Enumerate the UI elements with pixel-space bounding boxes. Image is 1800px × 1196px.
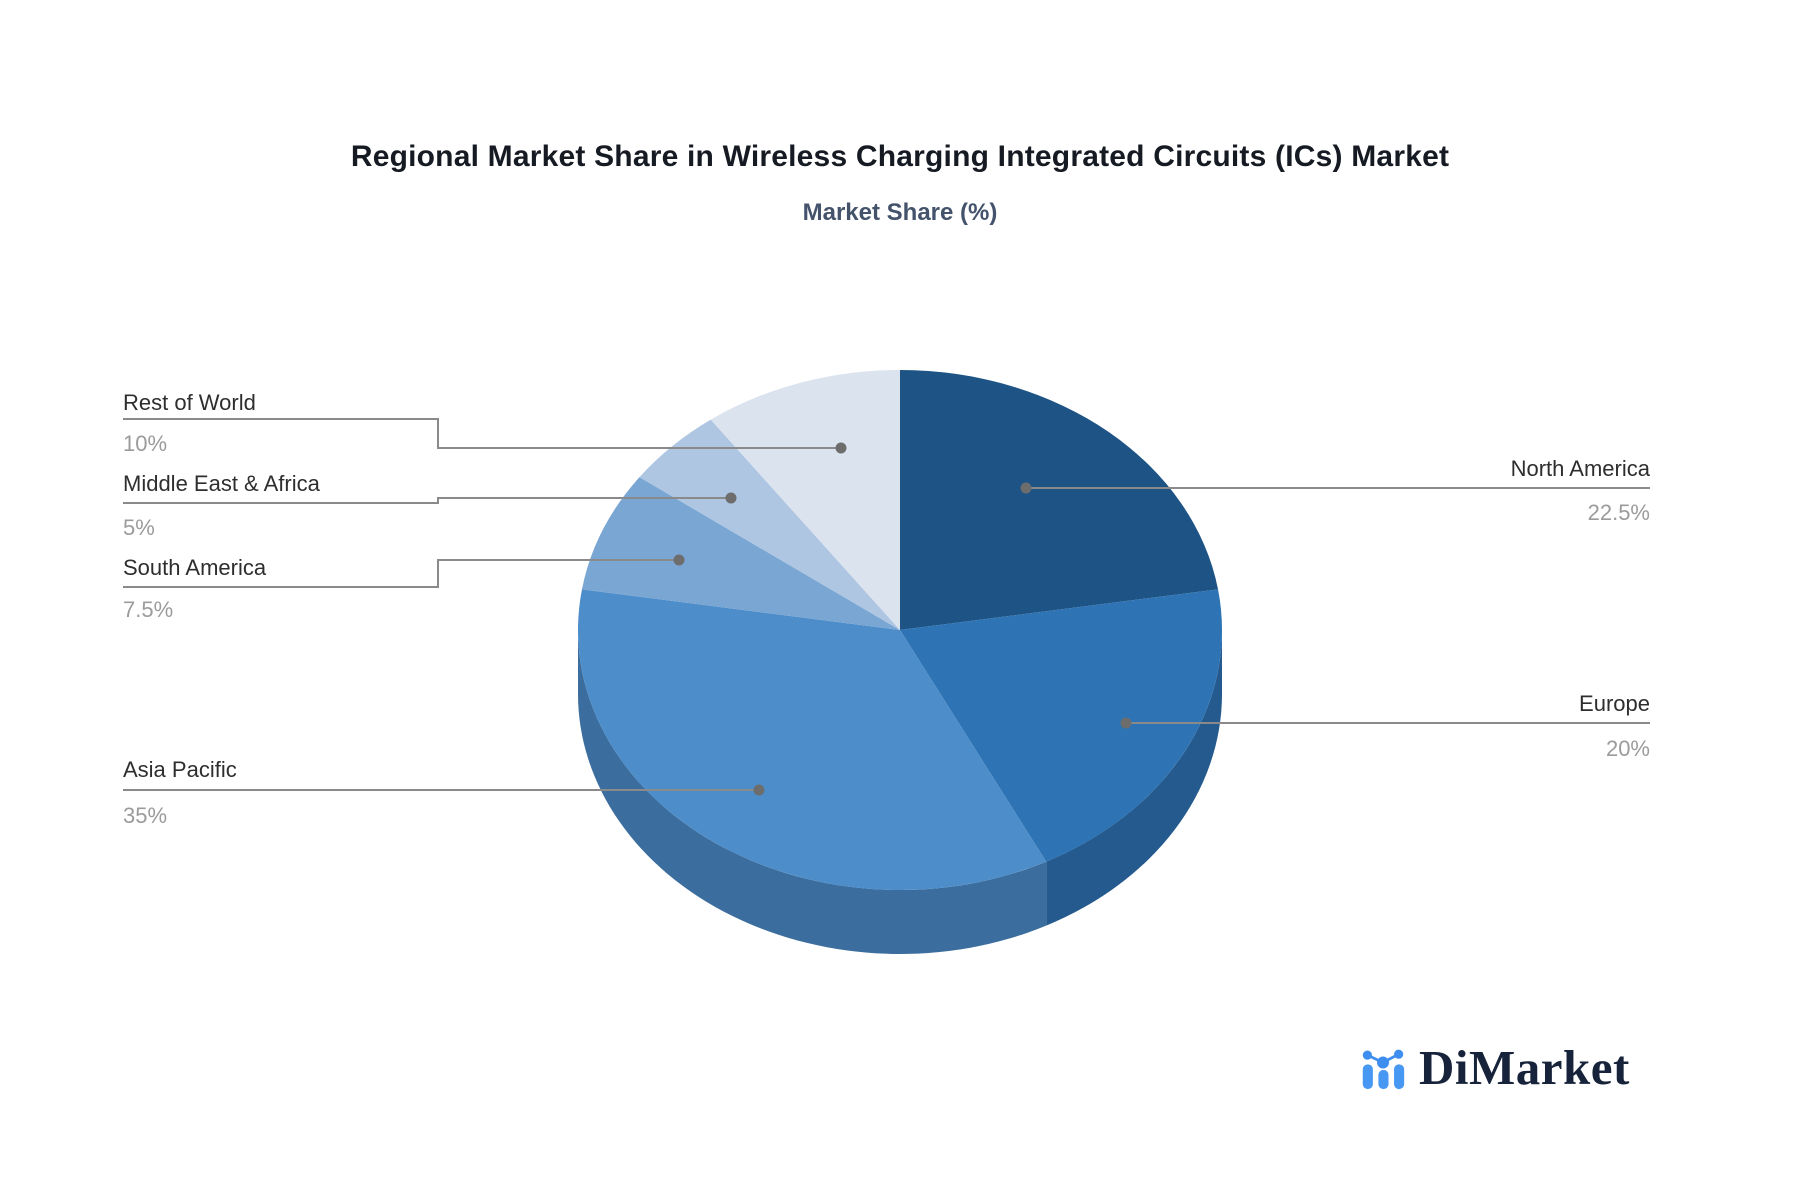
slice-value-north-america: 22.5% bbox=[1588, 500, 1650, 525]
pie-slice-north-america[interactable] bbox=[900, 370, 1219, 630]
pie-slice-asia-pacific[interactable] bbox=[578, 589, 1047, 890]
slice-value-south-america: 7.5% bbox=[123, 597, 173, 622]
label-connector-middle-east-africa bbox=[123, 497, 731, 504]
pie-slice-rest-of-world[interactable] bbox=[710, 370, 900, 630]
pie-slice-europe[interactable] bbox=[900, 589, 1222, 862]
slice-label-middle-east-africa: Middle East & Africa bbox=[123, 471, 321, 496]
bar-line-chart-icon bbox=[1362, 1049, 1405, 1090]
connector-dot-europe bbox=[1120, 717, 1132, 729]
slice-label-south-america: South America bbox=[123, 555, 267, 580]
chart-subtitle: Market Share (%) bbox=[802, 199, 998, 226]
pie-slice-middle-east-africa[interactable] bbox=[639, 419, 900, 630]
slice-label-europe: Europe bbox=[1579, 691, 1650, 716]
slice-label-asia-pacific: Asia Pacific bbox=[123, 757, 237, 782]
slice-value-rest-of-world: 10% bbox=[123, 431, 167, 456]
slice-value-europe: 20% bbox=[1606, 736, 1650, 761]
brand-name: DiMarket bbox=[1419, 1040, 1630, 1095]
connector-dot-south-america bbox=[673, 554, 685, 566]
slice-value-asia-pacific: 35% bbox=[123, 803, 167, 828]
label-connector-south-america bbox=[123, 559, 679, 588]
pie-slice-side-europe bbox=[1046, 630, 1222, 926]
connector-dot-middle-east-africa bbox=[725, 492, 737, 504]
slice-label-rest-of-world: Rest of World bbox=[123, 390, 256, 415]
label-connector-rest-of-world bbox=[123, 418, 841, 449]
chart-title: Regional Market Share in Wireless Chargi… bbox=[350, 140, 1450, 173]
dimarket-watermark: DiMarket bbox=[1360, 1040, 1630, 1092]
connector-dot-rest-of-world bbox=[835, 442, 847, 454]
connector-dot-north-america bbox=[1020, 482, 1032, 494]
pie-slice-south-america[interactable] bbox=[581, 477, 900, 630]
slice-label-north-america: North America bbox=[1511, 456, 1651, 481]
pie-slice-side-asia-pacific bbox=[578, 630, 1047, 954]
connector-dot-asia-pacific bbox=[753, 784, 765, 796]
slice-value-middle-east-africa: 5% bbox=[123, 515, 155, 540]
